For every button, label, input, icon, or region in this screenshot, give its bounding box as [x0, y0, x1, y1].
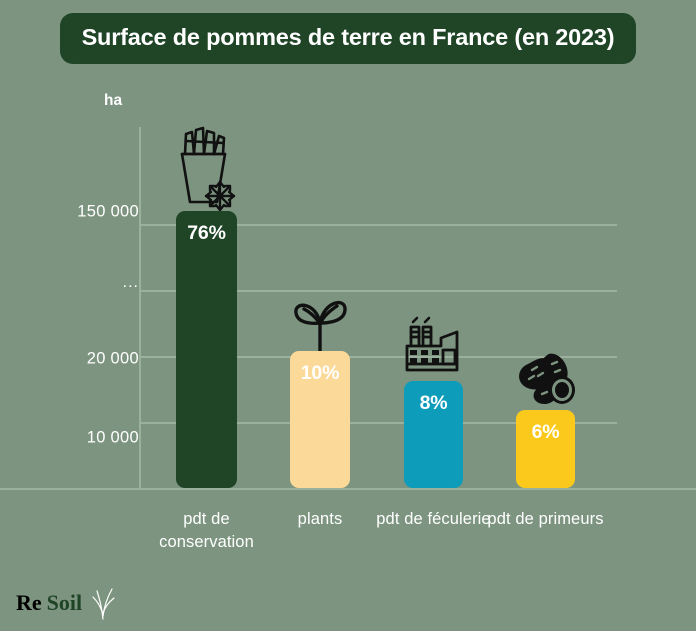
frozen-fries-icon: [172, 124, 242, 217]
bar-primeurs[interactable]: 6%: [516, 410, 575, 488]
factory-icon: [401, 316, 465, 379]
x-axis-baseline: [0, 488, 696, 490]
y-tick-label-2: 20 000: [86, 349, 139, 368]
gridline-4: [139, 422, 617, 424]
gridline-3: [139, 356, 617, 358]
y-tick-label-1: ...: [122, 274, 139, 291]
y-tick-label-3: 10 000: [86, 428, 139, 447]
y-axis-line: [139, 127, 141, 489]
title-banner: Surface de pommes de terre en France (en…: [0, 13, 696, 64]
category-label-feculerie: pdt de féculerie: [376, 510, 491, 528]
potatoes-icon: [512, 350, 578, 411]
y-tick-label-0: 150 000: [77, 202, 139, 221]
bar-feculerie[interactable]: 8%: [404, 381, 463, 488]
category-label-conservation: pdt de conservation: [159, 510, 254, 551]
resoil-logo[interactable]: Re Soil: [16, 586, 119, 620]
grass-sprig-icon: [87, 586, 119, 620]
y-axis-unit-label: ha: [104, 92, 123, 109]
bar-value-conservation: 76%: [187, 222, 226, 244]
bar-value-primeurs: 6%: [531, 421, 560, 443]
y-axis-ticks: 150 000 ... 20 000 10 000: [0, 0, 139, 631]
bar-plants[interactable]: 10%: [290, 351, 350, 488]
logo-text-re: Re: [16, 590, 42, 615]
logo-text-soil: Soil: [46, 590, 83, 615]
sprout-icon: [288, 296, 352, 357]
category-label-primeurs: pdt de primeurs: [487, 510, 604, 528]
bar-conservation[interactable]: 76%: [176, 211, 237, 488]
gridline-1: [139, 224, 617, 226]
bar-value-plants: 10%: [300, 362, 340, 384]
page-title: Surface de pommes de terre en France (en…: [59, 13, 637, 64]
category-label-plants: plants: [297, 510, 343, 528]
gridline-2: [139, 290, 617, 292]
bar-value-feculerie: 8%: [419, 392, 448, 414]
